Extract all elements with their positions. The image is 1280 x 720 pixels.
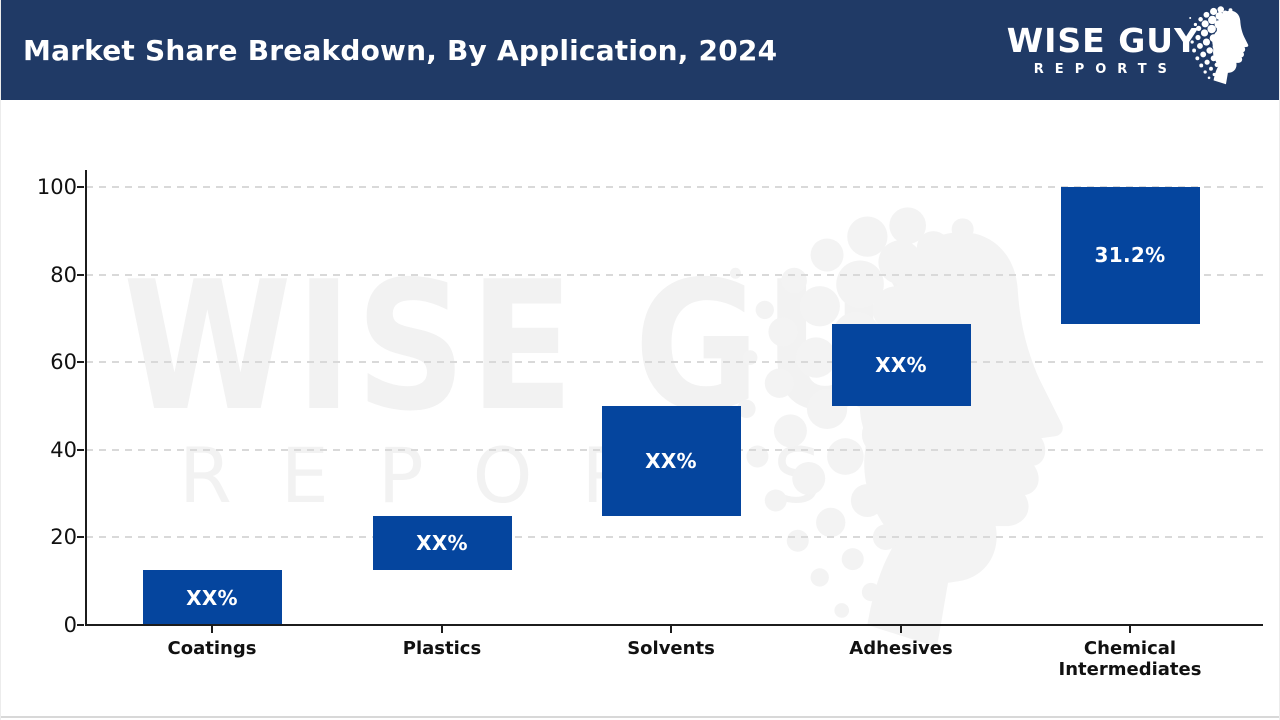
y-axis-tick — [77, 448, 84, 451]
x-category-label: Plastics — [402, 638, 482, 659]
x-axis-tick — [441, 626, 443, 633]
y-axis-tick — [77, 361, 84, 364]
bar-value-label: XX% — [645, 448, 697, 473]
x-axis — [85, 624, 1263, 626]
y-axis-tick — [77, 536, 84, 539]
page-title: Market Share Breakdown, By Application, … — [23, 33, 778, 67]
x-category-label: Solvents — [627, 638, 715, 659]
bar-value-label: 31.2% — [1094, 243, 1166, 268]
y-tick-label: 40 — [50, 437, 77, 462]
bar-solvents: XX% — [601, 406, 741, 516]
x-axis-tick — [211, 626, 213, 633]
x-category-label: Adhesives — [849, 638, 953, 659]
bar-value-label: XX% — [186, 585, 238, 610]
brand-wordmark-line1: WISE GUY — [1006, 20, 1199, 60]
y-axis — [85, 170, 87, 626]
bar-chemical-intermediates: 31.2% — [1060, 187, 1200, 324]
gridline-100 — [86, 186, 1263, 188]
y-tick-label: 0 — [63, 613, 77, 637]
gridline-60 — [86, 361, 1263, 364]
x-axis-tick — [670, 626, 672, 633]
gridline-20 — [86, 536, 1263, 539]
y-axis-tick — [77, 273, 84, 276]
header: Market Share Breakdown, By Application, … — [1, 0, 1279, 100]
x-category-label: Coatings — [167, 638, 257, 659]
bar-value-label: XX% — [875, 352, 927, 377]
bar-value-label: XX% — [416, 530, 468, 555]
x-axis-tick — [1129, 626, 1131, 633]
brand-wordmark: WISE GUY REPORTS — [1007, 24, 1199, 77]
brand-wordmark-line2: REPORTS — [1033, 61, 1178, 77]
x-category-label: Chemical Intermediates — [1058, 638, 1202, 681]
bar-plastics: XX% — [372, 515, 512, 571]
brand-logo: WISE GUY REPORTS — [1007, 5, 1263, 96]
wiseguy-head-icon — [1187, 5, 1249, 84]
bar-coatings: XX% — [142, 570, 282, 625]
bar-adhesives: XX% — [831, 323, 971, 406]
y-axis-tick — [77, 624, 84, 626]
y-tick-label: 80 — [50, 262, 77, 287]
y-axis-tick — [77, 186, 84, 188]
y-tick-label: 60 — [50, 350, 77, 375]
x-axis-tick — [900, 626, 902, 633]
bottom-border-line — [1, 716, 1279, 718]
gridline-80 — [86, 273, 1263, 276]
y-tick-label: 100 — [36, 175, 77, 199]
y-tick-label: 20 — [50, 525, 77, 550]
